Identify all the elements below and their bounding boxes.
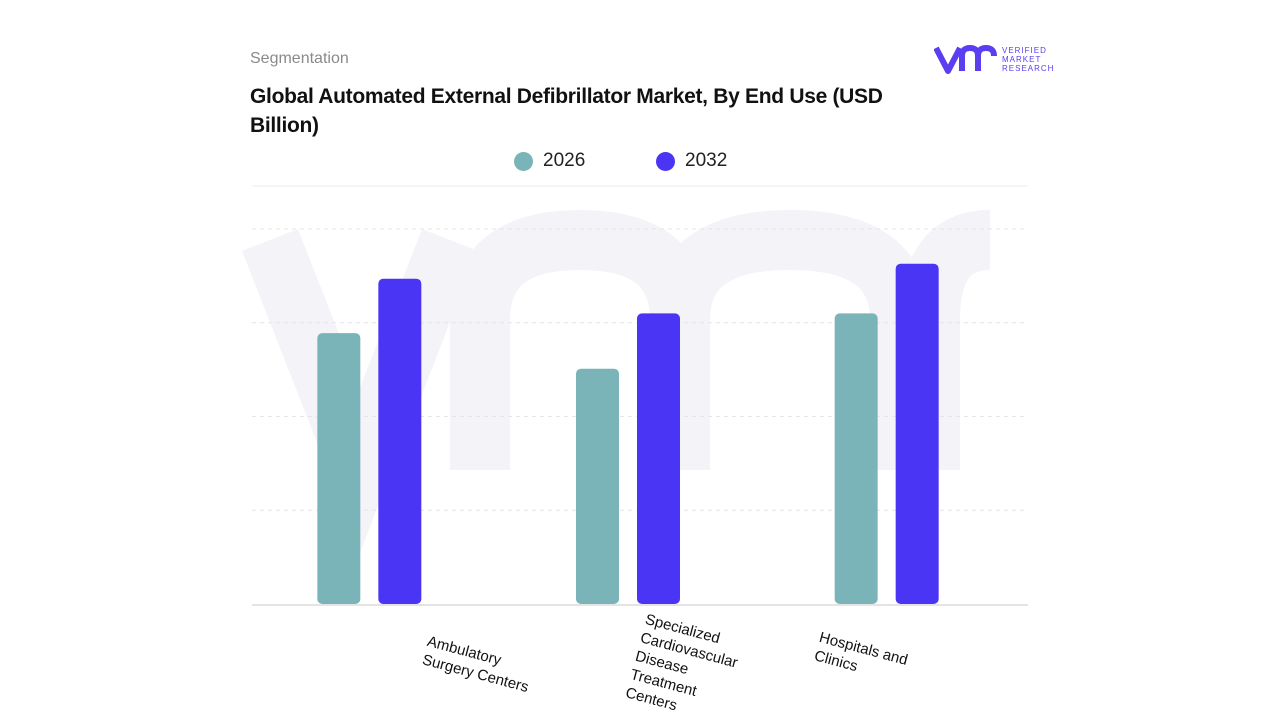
svg-text:MARKET: MARKET — [1002, 55, 1041, 64]
segment-label: Segmentation — [250, 50, 349, 67]
legend: 2026 2032 — [0, 150, 1280, 174]
bar-2032[interactable] — [895, 263, 939, 604]
vmr-logo: VERIFIED MARKET RESEARCH — [933, 44, 1064, 81]
legend-item-2026[interactable]: 2026 — [514, 150, 585, 172]
chart-title: Global Automated External Defibrillator … — [250, 85, 883, 137]
legend-label: 2032 — [685, 150, 728, 171]
bar-2032[interactable] — [637, 313, 680, 604]
legend-swatch — [656, 151, 675, 171]
legend-label: 2026 — [543, 150, 586, 171]
svg-text:VERIFIED: VERIFIED — [1002, 46, 1047, 55]
bar-2032[interactable] — [378, 278, 422, 604]
bar-2026[interactable] — [576, 368, 619, 604]
legend-item-2032[interactable]: 2032 — [656, 150, 727, 172]
bar-2026[interactable] — [834, 313, 878, 604]
bar-2026[interactable] — [317, 333, 361, 604]
legend-swatch — [514, 151, 533, 171]
svg-text:RESEARCH: RESEARCH — [1002, 64, 1054, 73]
watermark — [242, 209, 992, 553]
